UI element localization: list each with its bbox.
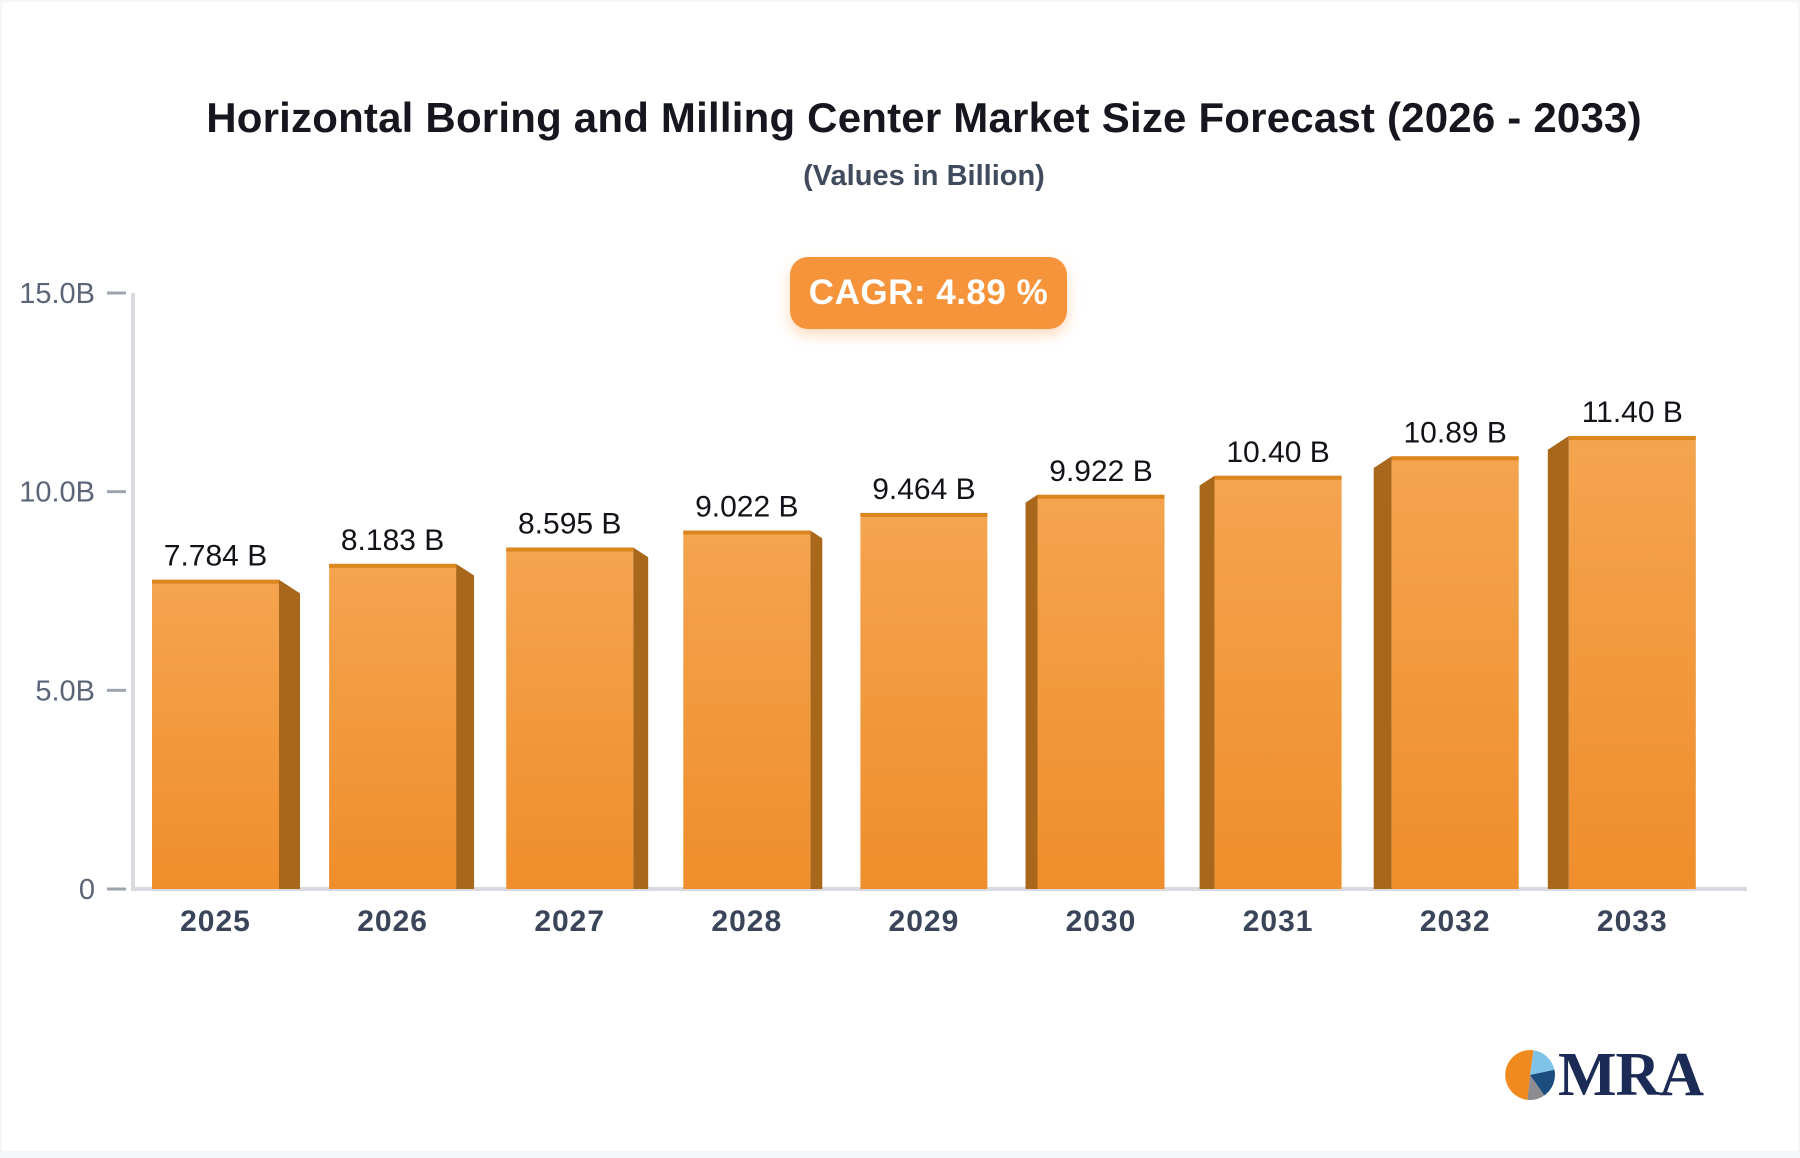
y-tick-label: 10.0B — [19, 477, 95, 509]
x-tick-label: 2030 — [1066, 905, 1137, 938]
bar-top-edge — [1215, 476, 1342, 480]
bar-2025: 7.784 B 2025 — [152, 540, 300, 938]
bar-value-label: 7.784 B — [164, 540, 267, 573]
x-tick-label: 2027 — [534, 905, 605, 938]
bar-2031: 10.40 B 2031 — [1200, 436, 1342, 938]
bar-face — [683, 531, 810, 889]
bar-top-edge — [152, 580, 279, 584]
x-tick-label: 2025 — [180, 905, 251, 938]
bar-2027: 8.595 B 2027 — [506, 507, 648, 938]
bar-side-wall — [1026, 495, 1038, 889]
bar-value-label: 10.40 B — [1226, 436, 1329, 469]
y-tick-mark — [107, 888, 126, 891]
bar-top-edge — [1569, 436, 1696, 440]
bar-side-wall — [1200, 476, 1215, 889]
bar-value-label: 9.922 B — [1049, 455, 1152, 488]
bar-face — [1569, 436, 1696, 889]
bar-top-edge — [683, 531, 810, 535]
mra-logo-text: MRA — [1558, 1046, 1703, 1104]
bar-side-wall — [633, 547, 648, 889]
mra-logo: MRA — [1504, 1046, 1703, 1104]
y-tick-label: 5.0B — [35, 675, 95, 707]
bar-side-wall — [1548, 436, 1569, 889]
bar-face — [506, 547, 633, 889]
bar-value-label: 9.464 B — [872, 473, 975, 506]
bar-2028: 9.022 B 2028 — [683, 491, 822, 938]
bar-top-edge — [329, 564, 456, 568]
bar-side-wall — [1374, 456, 1392, 889]
bar-value-label: 8.595 B — [518, 507, 621, 540]
bar-face — [1215, 476, 1342, 889]
bar-side-wall — [279, 580, 300, 889]
bar-2029: 9.464 B 2029 — [860, 473, 987, 938]
x-tick-label: 2029 — [889, 905, 960, 938]
bar-value-label: 8.183 B — [341, 524, 444, 557]
bar-2026: 8.183 B 2026 — [329, 524, 474, 938]
bar-top-edge — [506, 547, 633, 551]
bar-top-edge — [860, 513, 987, 517]
y-axis-line — [131, 293, 135, 891]
bar-2032: 10.89 B 2032 — [1374, 416, 1519, 938]
x-tick-label: 2031 — [1243, 905, 1314, 938]
bar-top-edge — [1038, 495, 1165, 499]
bar-value-label: 9.022 B — [695, 491, 798, 524]
y-tick-label: 0 — [79, 874, 95, 906]
bar-2033: 11.40 B 2033 — [1548, 396, 1696, 938]
x-tick-label: 2028 — [711, 905, 782, 938]
bar-top-edge — [1392, 456, 1519, 460]
bar-face — [1392, 456, 1519, 889]
bar-side-wall — [810, 531, 822, 889]
y-tick-mark — [107, 490, 126, 493]
y-tick-mark — [107, 689, 126, 692]
bar-face — [860, 513, 987, 889]
bar-face — [152, 580, 279, 889]
x-tick-label: 2026 — [357, 905, 428, 938]
y-tick-mark — [107, 292, 126, 295]
bar-face — [1038, 495, 1165, 889]
bar-face — [329, 564, 456, 889]
x-tick-label: 2032 — [1420, 905, 1491, 938]
bar-side-wall — [456, 564, 474, 889]
bar-value-label: 11.40 B — [1582, 396, 1683, 429]
bar-2030: 9.922 B 2030 — [1026, 455, 1165, 938]
bar-value-label: 10.89 B — [1403, 416, 1506, 449]
y-tick-label: 15.0B — [19, 278, 95, 310]
x-tick-label: 2033 — [1597, 905, 1668, 938]
mra-logo-pie-icon — [1504, 1049, 1556, 1101]
